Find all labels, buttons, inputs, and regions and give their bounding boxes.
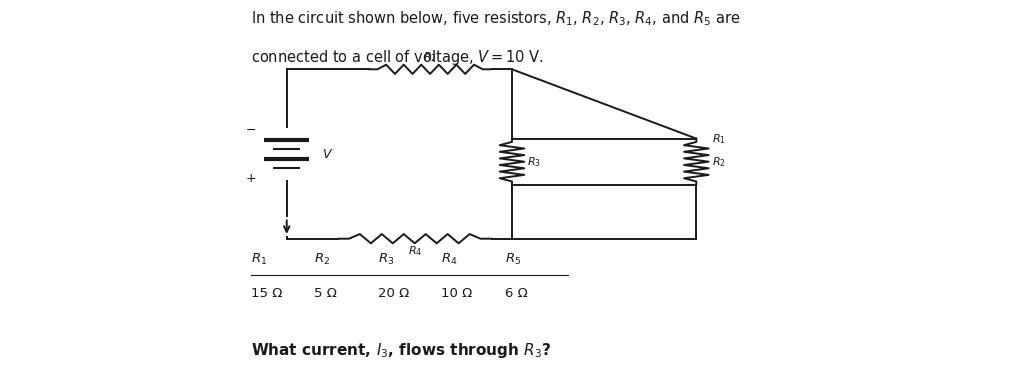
Text: $R_2$: $R_2$ [712, 155, 726, 169]
Text: $R_3$: $R_3$ [378, 252, 394, 267]
Text: 5 Ω: 5 Ω [314, 287, 337, 300]
Text: $R_1$: $R_1$ [251, 252, 267, 267]
Text: $R_1$: $R_1$ [712, 132, 726, 146]
Text: 15 Ω: 15 Ω [251, 287, 283, 300]
Text: $R_4$: $R_4$ [441, 252, 458, 267]
Text: 10 Ω: 10 Ω [441, 287, 473, 300]
Text: 20 Ω: 20 Ω [378, 287, 410, 300]
Text: $R_2$: $R_2$ [314, 252, 331, 267]
Text: $+$: $+$ [245, 172, 256, 185]
Text: $V$: $V$ [322, 147, 333, 161]
Text: connected to a cell of voltage, $V = 10$ V.: connected to a cell of voltage, $V = 10$… [251, 48, 544, 67]
Text: $R_4$: $R_4$ [408, 244, 422, 258]
Text: $R_2$: $R_2$ [423, 50, 437, 64]
Text: What current, $I_3$, flows through $R_3$?: What current, $I_3$, flows through $R_3$… [251, 341, 552, 360]
Text: In the circuit shown below, five resistors, $R_1$, $R_2$, $R_3$, $R_4$, and $R_5: In the circuit shown below, five resisto… [251, 10, 740, 28]
Text: $R_3$: $R_3$ [527, 155, 542, 169]
Text: $R_5$: $R_5$ [505, 252, 521, 267]
Text: 6 Ω: 6 Ω [505, 287, 527, 300]
Text: $-$: $-$ [245, 123, 256, 136]
